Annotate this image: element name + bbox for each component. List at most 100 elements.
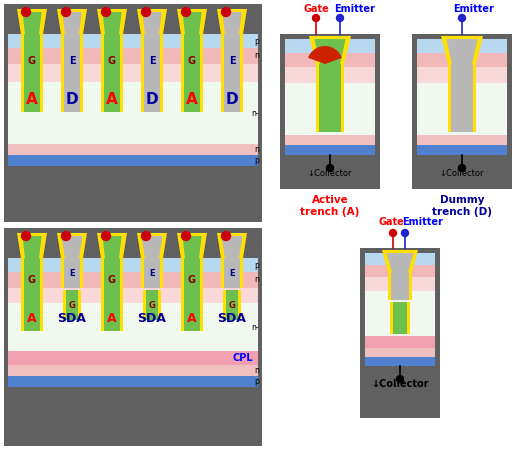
Bar <box>21 34 43 112</box>
Text: G: G <box>108 275 116 285</box>
Polygon shape <box>224 107 240 112</box>
Polygon shape <box>441 36 483 64</box>
Text: G: G <box>188 275 196 285</box>
Text: n: n <box>254 145 259 154</box>
Text: A: A <box>186 93 198 108</box>
Polygon shape <box>63 315 81 320</box>
Circle shape <box>401 230 409 237</box>
Bar <box>285 135 375 145</box>
Polygon shape <box>181 105 203 112</box>
Polygon shape <box>143 315 161 320</box>
Polygon shape <box>223 315 241 320</box>
Bar <box>143 290 161 320</box>
Bar <box>417 145 507 155</box>
Polygon shape <box>319 126 341 132</box>
Bar <box>61 34 83 112</box>
Polygon shape <box>61 236 82 258</box>
Polygon shape <box>104 107 120 112</box>
Bar <box>316 64 344 132</box>
Polygon shape <box>104 326 120 331</box>
Polygon shape <box>21 105 43 112</box>
Text: SDA: SDA <box>217 311 246 324</box>
Polygon shape <box>309 36 351 64</box>
Text: Dummy
trench (D): Dummy trench (D) <box>432 194 492 217</box>
Text: ↓Collector: ↓Collector <box>308 169 352 178</box>
Text: G: G <box>28 275 36 285</box>
Bar <box>417 53 507 67</box>
Polygon shape <box>184 107 200 112</box>
Polygon shape <box>23 236 41 258</box>
Polygon shape <box>24 326 40 331</box>
Bar <box>417 67 507 83</box>
Circle shape <box>326 165 333 171</box>
Bar <box>393 302 407 334</box>
Polygon shape <box>226 317 238 320</box>
Polygon shape <box>57 233 87 258</box>
Bar <box>181 34 203 112</box>
Bar <box>285 145 375 155</box>
Polygon shape <box>17 9 47 34</box>
Circle shape <box>336 14 344 22</box>
Text: p: p <box>254 36 259 45</box>
Polygon shape <box>182 12 202 34</box>
Polygon shape <box>97 233 127 258</box>
Text: Emitter: Emitter <box>454 4 495 14</box>
Circle shape <box>102 231 111 240</box>
Text: E: E <box>69 269 75 278</box>
Bar <box>8 376 258 387</box>
Bar <box>101 34 123 112</box>
Polygon shape <box>137 233 167 258</box>
Wedge shape <box>308 46 342 64</box>
Bar <box>365 357 435 366</box>
Polygon shape <box>62 12 82 34</box>
Text: A: A <box>106 93 118 108</box>
Bar <box>417 83 507 135</box>
Polygon shape <box>181 324 203 331</box>
Polygon shape <box>448 124 476 132</box>
Bar <box>365 253 435 265</box>
Bar <box>417 135 507 145</box>
Circle shape <box>222 8 231 17</box>
Polygon shape <box>102 12 122 34</box>
Bar <box>448 64 476 132</box>
Circle shape <box>21 231 30 240</box>
Bar <box>412 34 512 189</box>
Text: ↓Collector: ↓Collector <box>371 379 429 389</box>
Circle shape <box>389 230 397 237</box>
Text: ↓Collector: ↓Collector <box>440 169 484 178</box>
Bar <box>146 290 158 320</box>
Text: A: A <box>27 311 37 324</box>
Polygon shape <box>64 107 80 112</box>
Text: CPL: CPL <box>232 353 253 363</box>
Polygon shape <box>146 317 158 320</box>
Polygon shape <box>144 107 160 112</box>
Polygon shape <box>57 9 87 34</box>
Bar <box>360 248 440 418</box>
Text: n-: n- <box>252 108 259 117</box>
Polygon shape <box>382 250 418 272</box>
Polygon shape <box>24 107 40 112</box>
Polygon shape <box>61 105 83 112</box>
Polygon shape <box>102 236 122 258</box>
Polygon shape <box>314 39 346 64</box>
Bar <box>66 290 78 320</box>
Text: Emitter: Emitter <box>334 4 375 14</box>
Circle shape <box>141 8 150 17</box>
Text: SDA: SDA <box>138 311 167 324</box>
Text: G: G <box>228 302 235 310</box>
Text: G: G <box>69 302 75 310</box>
Bar <box>365 277 435 291</box>
Circle shape <box>181 8 191 17</box>
Polygon shape <box>393 331 407 334</box>
Bar <box>8 155 258 166</box>
Bar <box>388 272 412 300</box>
Bar <box>365 336 435 348</box>
Text: p: p <box>254 377 259 386</box>
Text: Gate: Gate <box>303 4 329 14</box>
Text: n: n <box>254 366 259 375</box>
Circle shape <box>312 14 320 22</box>
Bar <box>280 34 380 189</box>
Text: D: D <box>66 93 78 108</box>
Polygon shape <box>143 12 161 34</box>
Circle shape <box>141 231 150 240</box>
